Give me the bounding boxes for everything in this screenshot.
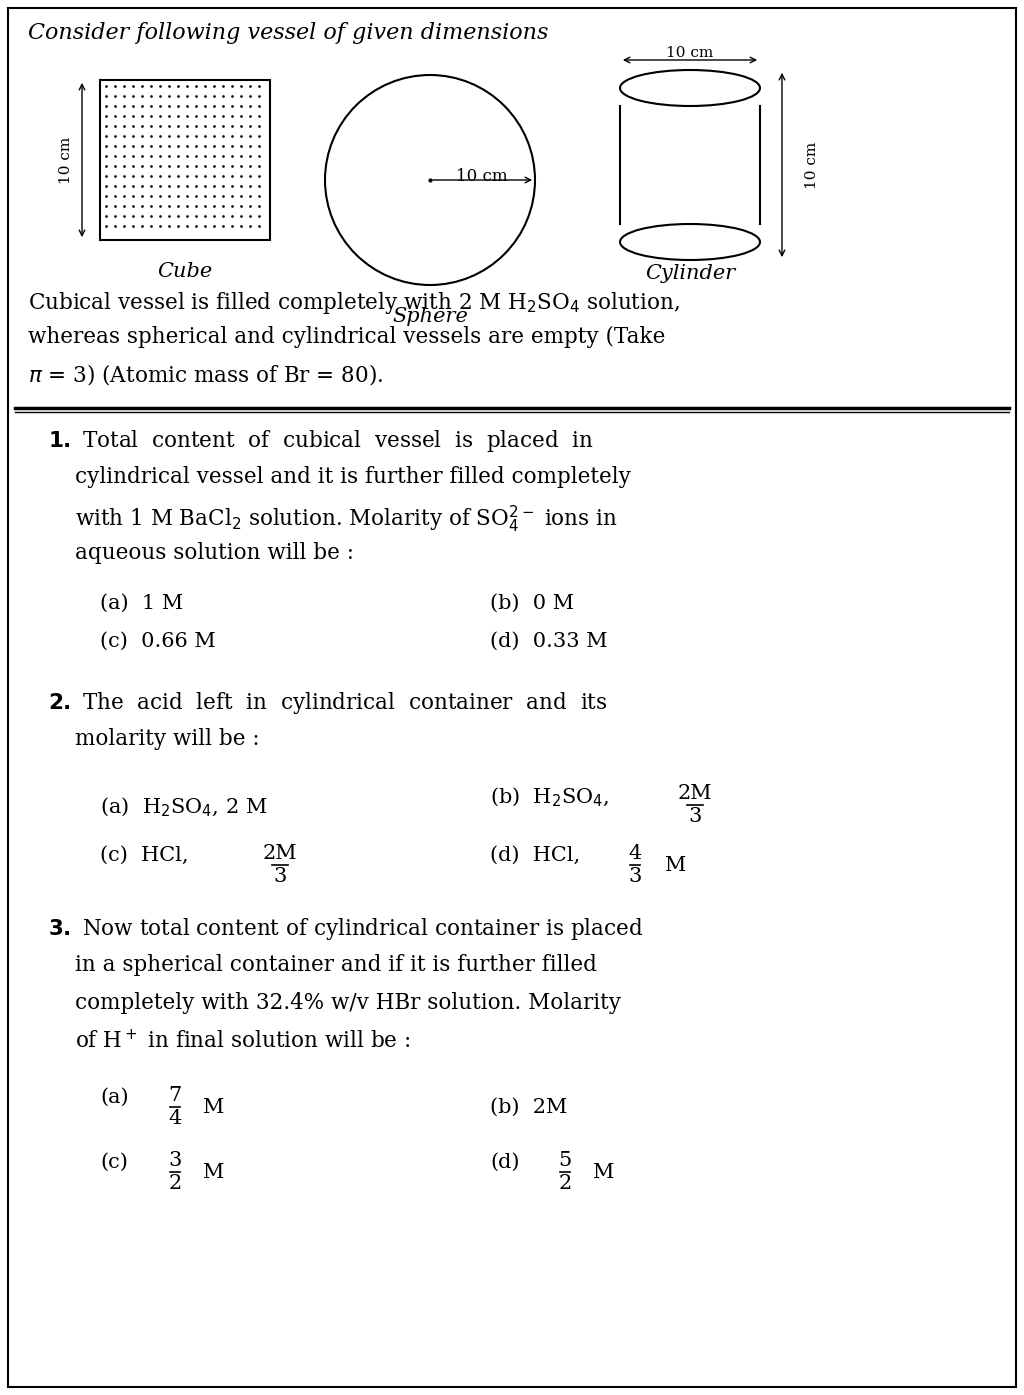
Text: 2: 2	[558, 1175, 571, 1193]
Text: M: M	[203, 1163, 224, 1182]
Text: 10 cm: 10 cm	[805, 141, 819, 188]
Text: aqueous solution will be :: aqueous solution will be :	[75, 543, 354, 564]
Text: 2: 2	[168, 1175, 181, 1193]
Text: 4: 4	[168, 1109, 181, 1129]
Text: molarity will be :: molarity will be :	[75, 728, 260, 751]
Text: with 1 M BaCl$_2$ solution. Molarity of SO$_4^{2-}$ ions in: with 1 M BaCl$_2$ solution. Molarity of …	[75, 504, 617, 536]
Text: 2M: 2M	[263, 844, 297, 864]
Text: (d)  HCl,: (d) HCl,	[490, 845, 581, 865]
Text: (c)  HCl,: (c) HCl,	[100, 845, 188, 865]
Text: 3: 3	[688, 806, 701, 826]
Text: M: M	[203, 1098, 224, 1117]
Text: (c)  0.66 M: (c) 0.66 M	[100, 632, 216, 651]
Text: 4: 4	[629, 844, 642, 864]
Text: 10 cm: 10 cm	[456, 167, 508, 186]
Text: (a)  H$_2$SO$_4$, 2 M: (a) H$_2$SO$_4$, 2 M	[100, 797, 267, 819]
Text: Cubical vessel is filled completely with 2 M H$_2$SO$_4$ solution,: Cubical vessel is filled completely with…	[28, 290, 680, 317]
Text: Sphere: Sphere	[392, 307, 468, 326]
Text: cylindrical vessel and it is further filled completely: cylindrical vessel and it is further fil…	[75, 466, 631, 488]
Text: M: M	[665, 857, 686, 875]
Text: completely with 32.4% w/v HBr solution. Molarity: completely with 32.4% w/v HBr solution. …	[75, 992, 621, 1014]
Text: 10 cm: 10 cm	[59, 137, 73, 184]
Text: $\mathbf{1.}$ Total  content  of  cubical  vessel  is  placed  in: $\mathbf{1.}$ Total content of cubical v…	[48, 428, 594, 453]
Text: whereas spherical and cylindrical vessels are empty (Take: whereas spherical and cylindrical vessel…	[28, 326, 666, 349]
Text: (d): (d)	[490, 1154, 519, 1172]
Text: 10 cm: 10 cm	[667, 46, 714, 60]
Text: (b)  H$_2$SO$_4$,: (b) H$_2$SO$_4$,	[490, 785, 609, 809]
Text: Consider following vessel of given dimensions: Consider following vessel of given dimen…	[28, 22, 549, 45]
Text: (c): (c)	[100, 1154, 128, 1172]
Text: 3: 3	[168, 1151, 181, 1170]
Text: (a): (a)	[100, 1088, 129, 1108]
Text: 3: 3	[273, 868, 287, 886]
Text: (b)  0 M: (b) 0 M	[490, 594, 574, 612]
Text: (a)  1 M: (a) 1 M	[100, 594, 183, 612]
Text: 3: 3	[629, 868, 642, 886]
Text: 5: 5	[558, 1151, 571, 1170]
Text: in a spherical container and if it is further filled: in a spherical container and if it is fu…	[75, 954, 597, 976]
Text: $\mathbf{3.}$ Now total content of cylindrical container is placed: $\mathbf{3.}$ Now total content of cylin…	[48, 917, 643, 942]
Text: (b)  2M: (b) 2M	[490, 1098, 567, 1117]
Text: 2M: 2M	[678, 784, 713, 804]
Text: $\mathbf{2.}$ The  acid  left  in  cylindrical  container  and  its: $\mathbf{2.}$ The acid left in cylindric…	[48, 691, 607, 716]
Text: of H$^+$ in final solution will be :: of H$^+$ in final solution will be :	[75, 1030, 411, 1053]
Bar	[100, 80, 270, 240]
Text: Cylinder: Cylinder	[645, 264, 735, 283]
Text: (d)  0.33 M: (d) 0.33 M	[490, 632, 607, 651]
Text: 7: 7	[168, 1085, 181, 1105]
Text: M: M	[593, 1163, 614, 1182]
Text: $\pi$ = 3) (Atomic mass of Br = 80).: $\pi$ = 3) (Atomic mass of Br = 80).	[28, 361, 383, 386]
Text: Cube: Cube	[158, 262, 213, 280]
